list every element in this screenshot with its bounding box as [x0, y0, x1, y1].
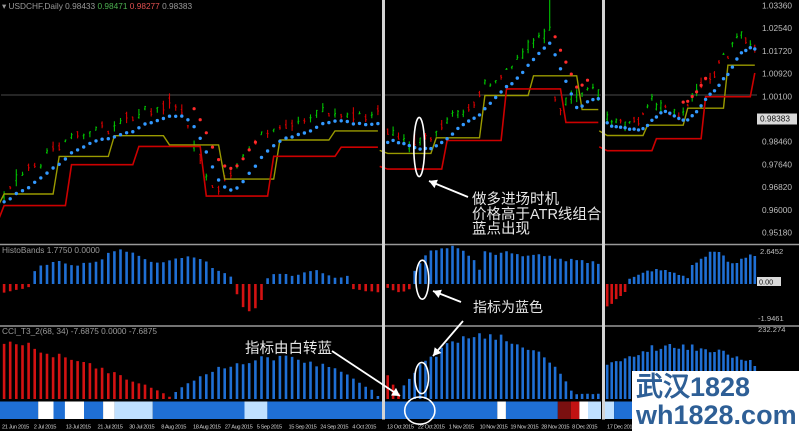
svg-text:22 Oct 2015: 22 Oct 2015	[418, 425, 445, 431]
svg-text:指标为蓝色: 指标为蓝色	[473, 299, 543, 315]
svg-text:15 Sep 2015: 15 Sep 2015	[289, 425, 317, 431]
svg-text:wh1828.com: wh1828.com	[635, 400, 797, 430]
svg-text:27 Aug 2015: 27 Aug 2015	[225, 425, 253, 431]
svg-text:0.98460: 0.98460	[762, 137, 792, 147]
svg-text:4 Oct 2015: 4 Oct 2015	[352, 425, 376, 431]
svg-text:蓝点出现: 蓝点出现	[472, 221, 530, 238]
svg-text:▾ USDCHF,Daily 0.98433 0.984: ▾ USDCHF,Daily 0.98433 0.98471 0.98277 0…	[2, 1, 192, 11]
svg-text:0.95180: 0.95180	[762, 228, 792, 238]
svg-text:-1.9461: -1.9461	[758, 314, 784, 323]
svg-text:0.96820: 0.96820	[762, 182, 792, 192]
svg-text:0.96000: 0.96000	[762, 205, 792, 215]
svg-text:28 Nov 2015: 28 Nov 2015	[541, 425, 569, 431]
svg-text:232.274: 232.274	[758, 325, 785, 334]
svg-text:10 Nov 2015: 10 Nov 2015	[480, 425, 508, 431]
svg-text:做多进场时机: 做多进场时机	[472, 191, 559, 208]
svg-text:2 Jul 2015: 2 Jul 2015	[34, 425, 56, 431]
svg-text:17 Dec 2015: 17 Dec 2015	[607, 425, 635, 431]
svg-text:1.02540: 1.02540	[762, 23, 792, 33]
svg-text:8 Dec 2015: 8 Dec 2015	[572, 425, 597, 431]
svg-text:1.01720: 1.01720	[762, 46, 792, 56]
svg-text:21 Jul 2015: 21 Jul 2015	[98, 425, 123, 431]
svg-text:指标由白转蓝: 指标由白转蓝	[245, 340, 332, 357]
svg-text:13 Jul 2015: 13 Jul 2015	[66, 425, 91, 431]
svg-text:CCI_T3_2(68, 34) -7.6875 0.0: CCI_T3_2(68, 34) -7.6875 0.0000 -7.6875	[2, 326, 157, 336]
svg-text:24 Sep 2015: 24 Sep 2015	[320, 425, 348, 431]
svg-text:1 Nov 2015: 1 Nov 2015	[449, 425, 474, 431]
svg-text:13 Oct 2015: 13 Oct 2015	[387, 425, 414, 431]
svg-text:21 Jun 2015: 21 Jun 2015	[2, 425, 29, 431]
svg-text:武汉1828: 武汉1828	[636, 372, 750, 402]
svg-text:19 Nov 2015: 19 Nov 2015	[510, 425, 538, 431]
svg-text:0.97640: 0.97640	[762, 159, 792, 169]
svg-text:0.98383: 0.98383	[760, 114, 790, 124]
svg-text:0.00: 0.00	[759, 278, 773, 287]
svg-text:1.00100: 1.00100	[762, 91, 792, 101]
svg-text:30 Jul 2015: 30 Jul 2015	[129, 425, 154, 431]
svg-text:1.03360: 1.03360	[762, 1, 792, 11]
svg-text:价格高于ATR线组合: 价格高于ATR线组合	[472, 206, 602, 223]
svg-text:18 Aug 2015: 18 Aug 2015	[193, 425, 221, 431]
svg-text:2.6452: 2.6452	[760, 247, 783, 256]
svg-text:5 Sep 2015: 5 Sep 2015	[257, 425, 282, 431]
svg-text:1.00920: 1.00920	[762, 69, 792, 79]
svg-text:HistoBands 1.7750 0.0000: HistoBands 1.7750 0.0000	[2, 245, 100, 255]
svg-text:8 Aug 2015: 8 Aug 2015	[161, 425, 186, 431]
